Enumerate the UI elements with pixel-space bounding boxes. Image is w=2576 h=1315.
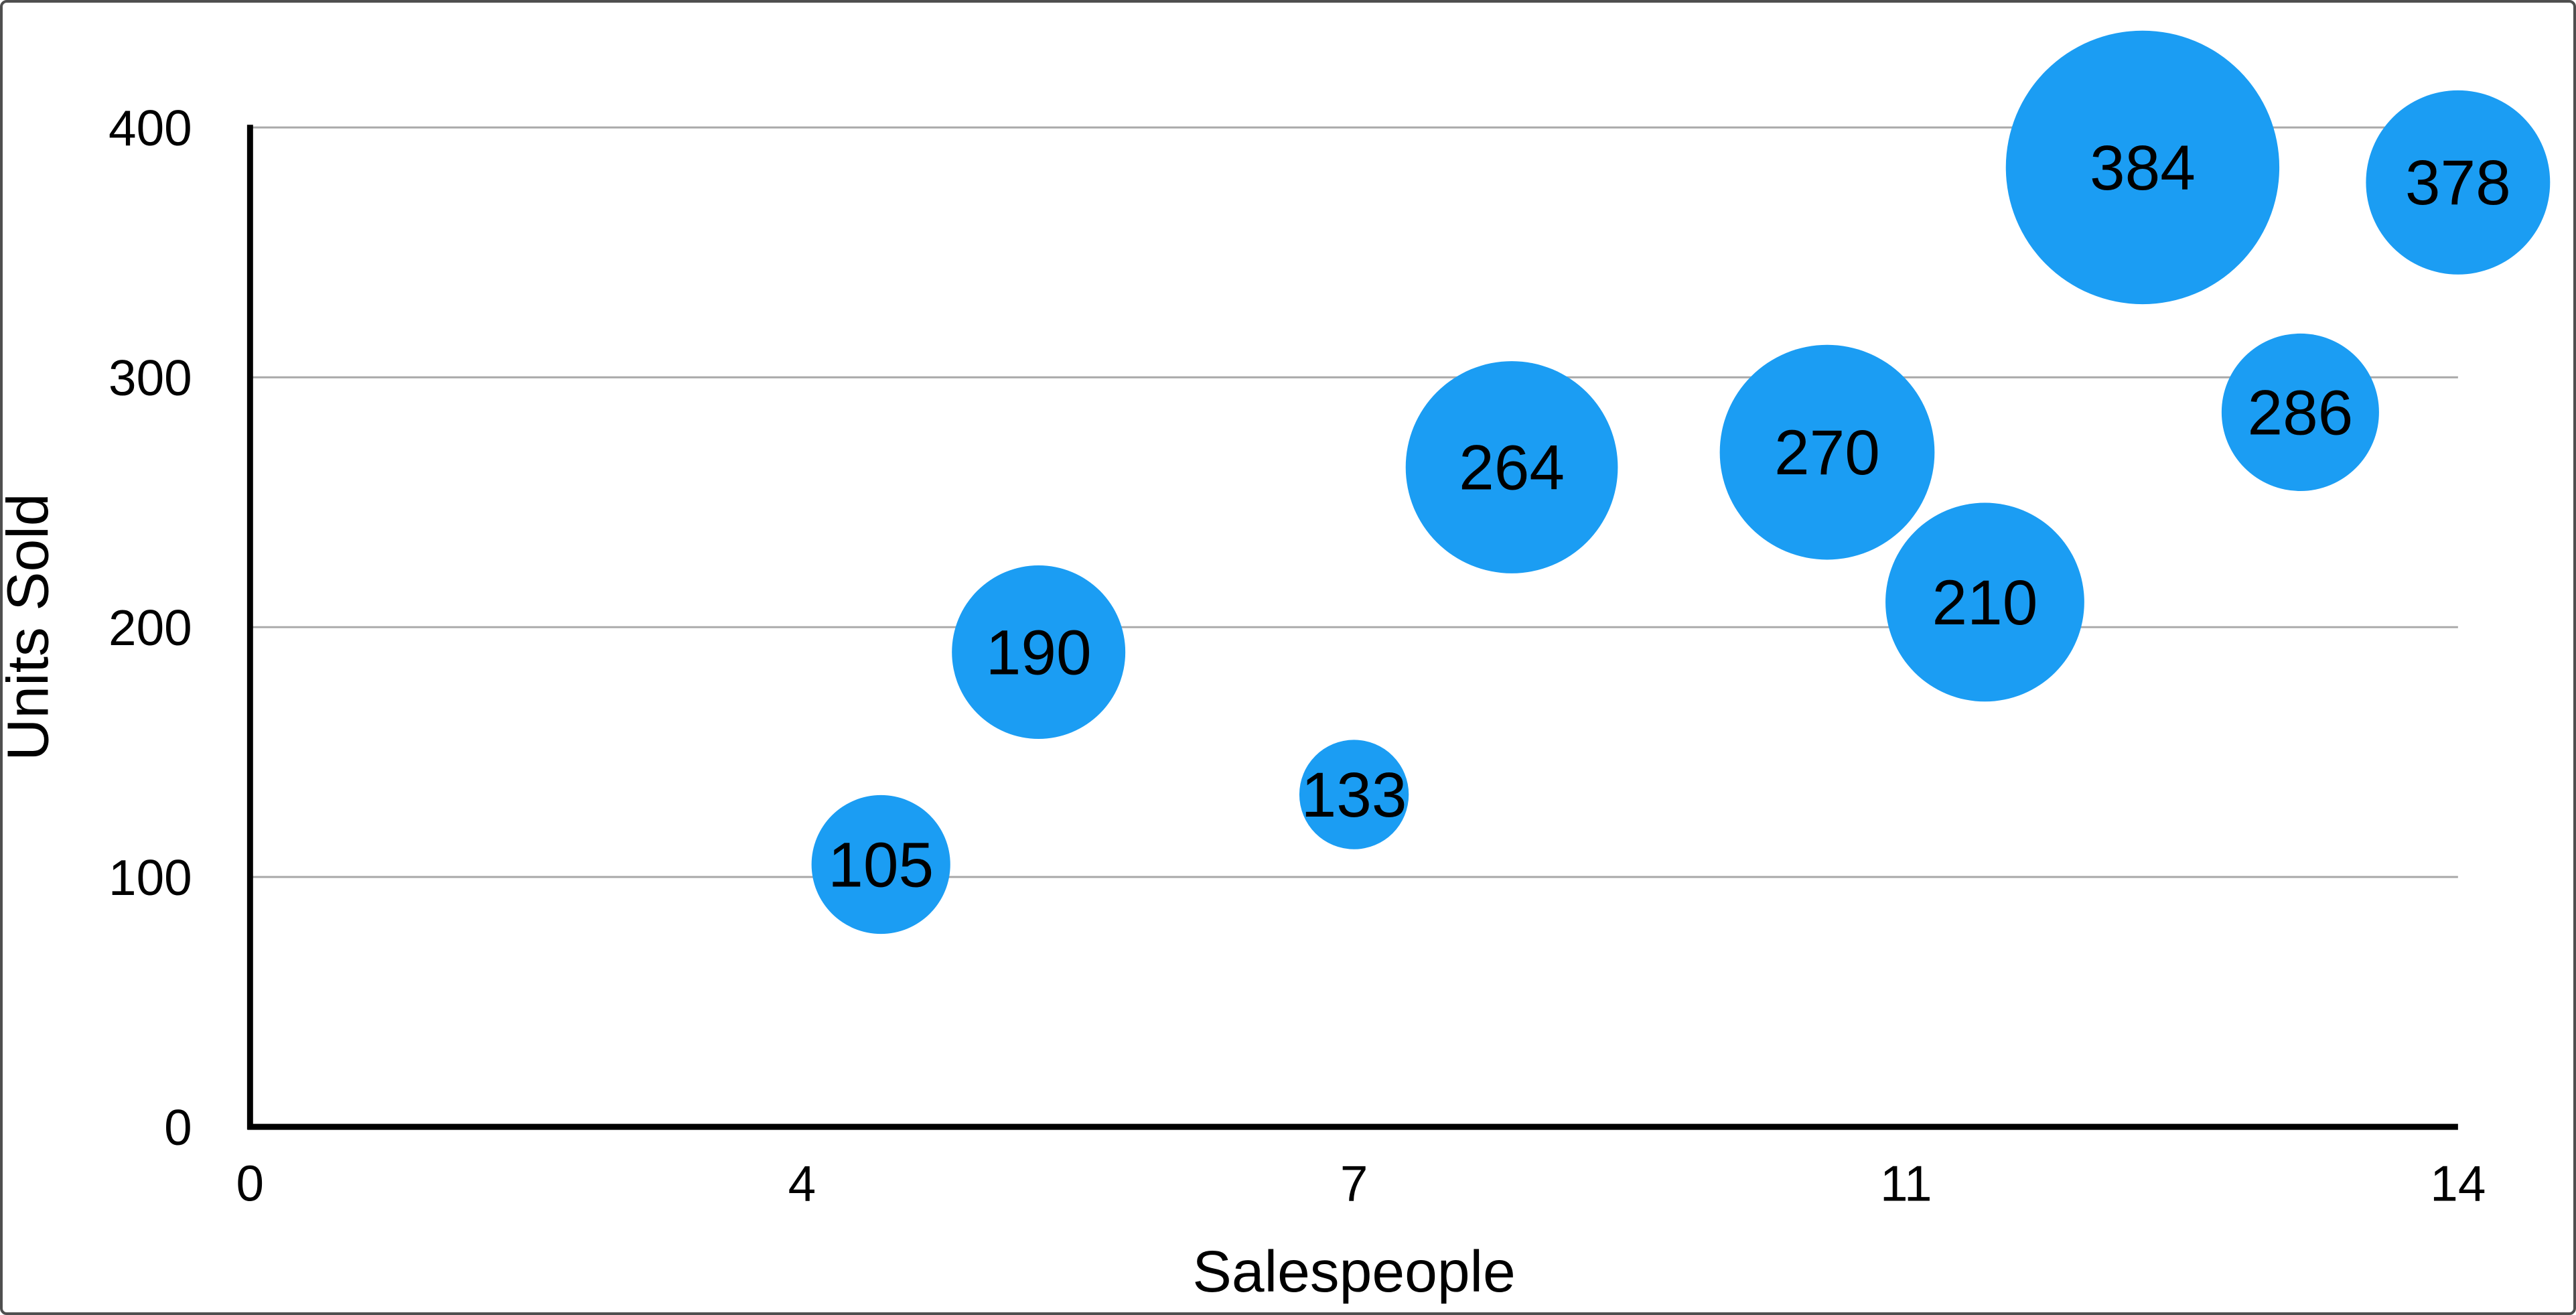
x-tick-label-14: 14 xyxy=(2430,1156,2486,1212)
bubble-value-label: 270 xyxy=(1774,417,1880,488)
bubble-value-label: 210 xyxy=(1932,567,2038,638)
bubble-270 xyxy=(1719,344,1935,560)
y-tick-labels: 0 100 200 300 400 xyxy=(109,100,192,1156)
bubble-value-label: 190 xyxy=(986,617,1092,688)
y-tick-label-0: 0 xyxy=(164,1099,192,1156)
bubble-chart: 105 190 133 264 270 210 384 286 378 0 4 7 11 14 0 100… xyxy=(3,30,2551,1304)
bubble-value-label: 264 xyxy=(1459,432,1565,503)
y-tick-label-400: 400 xyxy=(109,100,192,156)
x-tick-label-11: 11 xyxy=(1880,1156,1932,1212)
bubble-264 xyxy=(1405,361,1618,573)
bubble-105 xyxy=(811,794,950,935)
bubble-190 xyxy=(952,565,1126,739)
bubble-210 xyxy=(1885,502,2084,702)
x-tick-label-0: 0 xyxy=(236,1156,265,1212)
x-axis-title: Salespeople xyxy=(1192,1239,1515,1304)
y-axis-title: Units Sold xyxy=(3,493,61,760)
bubble-286 xyxy=(2221,333,2379,491)
x-tick-label-4: 4 xyxy=(788,1156,816,1212)
bubble-value-label: 384 xyxy=(2090,133,2196,204)
y-tick-label-300: 300 xyxy=(109,350,192,406)
bubble-value-label: 133 xyxy=(1301,760,1407,831)
bubble-value-label: 378 xyxy=(2405,147,2511,218)
x-tick-labels: 0 4 7 11 14 xyxy=(236,1156,2486,1212)
y-tick-label-100: 100 xyxy=(109,849,192,906)
bubble-384 xyxy=(2005,30,2280,305)
bubble-series: 105 190 133 264 270 210 384 286 378 xyxy=(811,30,2551,935)
bubble-value-label: 286 xyxy=(2247,377,2353,448)
y-tick-label-200: 200 xyxy=(109,600,192,656)
bubble-value-label: 105 xyxy=(828,829,934,900)
bubble-133 xyxy=(1299,740,1409,849)
axes xyxy=(246,125,2458,1130)
x-tick-label-7: 7 xyxy=(1340,1156,1368,1212)
bubble-378 xyxy=(2366,90,2551,275)
